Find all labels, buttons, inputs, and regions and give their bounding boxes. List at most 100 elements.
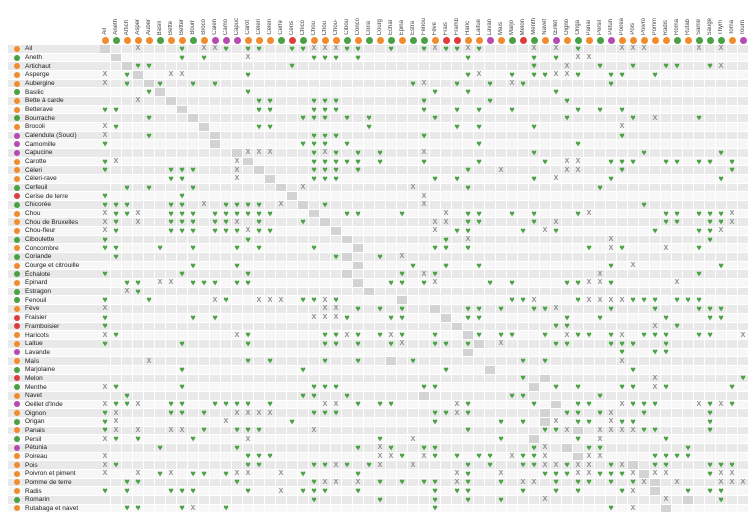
cell-empty <box>364 383 375 392</box>
cell-empty <box>408 287 419 297</box>
cell-empty <box>199 105 210 115</box>
cell-empty <box>232 374 243 384</box>
cell-empty <box>540 322 551 332</box>
cell-empty <box>353 88 364 98</box>
x-icon: X <box>564 62 570 70</box>
category-dot-icon <box>608 37 615 44</box>
cell-empty <box>496 461 507 470</box>
cell-empty <box>727 140 738 150</box>
x-icon: X <box>410 461 416 469</box>
cell-good-companion: ♥ <box>166 201 177 210</box>
cell-empty <box>419 183 430 193</box>
cell-empty <box>683 461 694 470</box>
cell-empty <box>551 166 562 176</box>
cell-empty <box>177 357 188 366</box>
cell-empty <box>507 149 518 158</box>
cell-empty <box>650 287 661 297</box>
row-label-text: Framboisier <box>25 322 60 330</box>
column-header-label: Céleri <box>267 19 273 35</box>
cell-empty <box>386 114 397 124</box>
cell-empty <box>111 452 122 462</box>
cell-empty <box>221 157 232 167</box>
matrix-row: Chou-fleur X ♥ ♥ ♥ ♥ ♥ ♥ ♥ X ♥ ♥ X ♥ ♥ ♥ X ♥ ♥ ♥ ♥ X <box>0 227 750 236</box>
cell-good-companion: ♥ <box>342 391 353 401</box>
cell-bad-companion: X <box>375 452 386 462</box>
cell-empty <box>342 383 353 392</box>
cell-empty <box>122 426 133 436</box>
cell-empty <box>485 62 496 72</box>
heart-icon: ♥ <box>652 426 658 435</box>
heart-icon: ♥ <box>597 443 603 453</box>
cell-empty <box>199 461 210 470</box>
matrix-row: Haricots X ♥ X ♥ ♥ ♥ X ♥ ♥ X ♥ ♥ ♥ ♥ ♥ ♥ X ♥ ♥ ♥ X ♥ ♥ ♥ ♥ ♥ X <box>0 331 750 340</box>
heart-icon: ♥ <box>190 261 196 271</box>
heart-icon: ♥ <box>465 166 471 175</box>
cell-empty <box>144 504 155 514</box>
column-header-label: Lavan <box>487 18 493 35</box>
cell-empty <box>419 374 430 384</box>
heart-icon: ♥ <box>311 105 317 115</box>
cell-empty <box>485 53 496 63</box>
cell-bad-companion: X <box>441 218 452 228</box>
category-dot-icon <box>14 349 20 356</box>
heart-icon: ♥ <box>531 149 537 158</box>
cell-good-companion: ♥ <box>386 45 397 54</box>
cell-empty <box>265 192 276 202</box>
cell-empty <box>485 227 496 236</box>
row-label-text: Chicorée <box>25 201 52 209</box>
cell-bad-companion: X <box>419 192 430 202</box>
cell-empty <box>177 88 188 98</box>
column-header-label: Pois <box>630 23 636 35</box>
cell-good-companion: ♥ <box>375 331 386 340</box>
cell-empty <box>188 201 199 210</box>
cell-good-companion: ♥ <box>463 244 474 254</box>
cell-empty <box>584 504 595 514</box>
cell-empty <box>606 97 617 106</box>
cell-empty <box>331 279 342 288</box>
cell-good-companion: ♥ <box>595 443 606 453</box>
cell-bad-companion: X <box>738 331 749 340</box>
cell-empty <box>683 357 694 366</box>
cell-bad-companion: X <box>298 183 309 193</box>
cell-empty <box>683 235 694 245</box>
cell-empty <box>639 287 650 297</box>
column-header-label: Calen <box>212 19 218 35</box>
cell-good-companion: ♥ <box>177 409 188 418</box>
cell-bad-companion: X <box>617 123 628 132</box>
cell-empty <box>540 244 551 254</box>
cell-empty <box>650 270 661 280</box>
cell-empty <box>529 331 540 340</box>
heart-icon: ♥ <box>366 461 372 470</box>
row-label: Lavande <box>8 348 100 358</box>
category-dot-icon <box>14 488 20 495</box>
row-label-text: Radis <box>25 487 42 495</box>
cell-empty <box>430 79 441 89</box>
x-icon: X <box>267 149 273 157</box>
cell-good-companion: ♥ <box>551 53 562 63</box>
x-icon: X <box>157 279 163 287</box>
cell-empty <box>188 62 199 72</box>
heart-icon: ♥ <box>102 270 108 279</box>
cell-good-companion: ♥ <box>265 97 276 106</box>
x-icon: X <box>102 210 108 218</box>
matrix-row: Menthe X ♥ ♥ ♥ ♥ ♥ ♥ ♥ ♥ ♥ ♥ ♥ X ♥ ♥ <box>0 383 750 392</box>
cell-empty <box>705 45 716 54</box>
cell-empty <box>243 348 254 358</box>
cell-empty <box>694 417 705 427</box>
row-label-text: Capucine <box>25 149 53 157</box>
heart-icon: ♥ <box>432 88 438 97</box>
cell-empty <box>573 227 584 236</box>
x-icon: X <box>102 470 108 478</box>
x-icon: X <box>619 426 625 434</box>
cell-empty <box>485 218 496 228</box>
heart-icon: ♥ <box>443 244 449 253</box>
cell-empty <box>606 123 617 132</box>
column-header-label: Artich <box>124 19 130 35</box>
heart-icon: ♥ <box>542 157 548 167</box>
column-header: Sauge <box>705 0 716 45</box>
cell-good-companion: ♥ <box>243 357 254 366</box>
cell-good-companion: ♥ <box>628 365 639 375</box>
heart-icon: ♥ <box>157 244 163 253</box>
column-header: Origa <box>573 0 584 45</box>
cell-empty <box>507 157 518 167</box>
